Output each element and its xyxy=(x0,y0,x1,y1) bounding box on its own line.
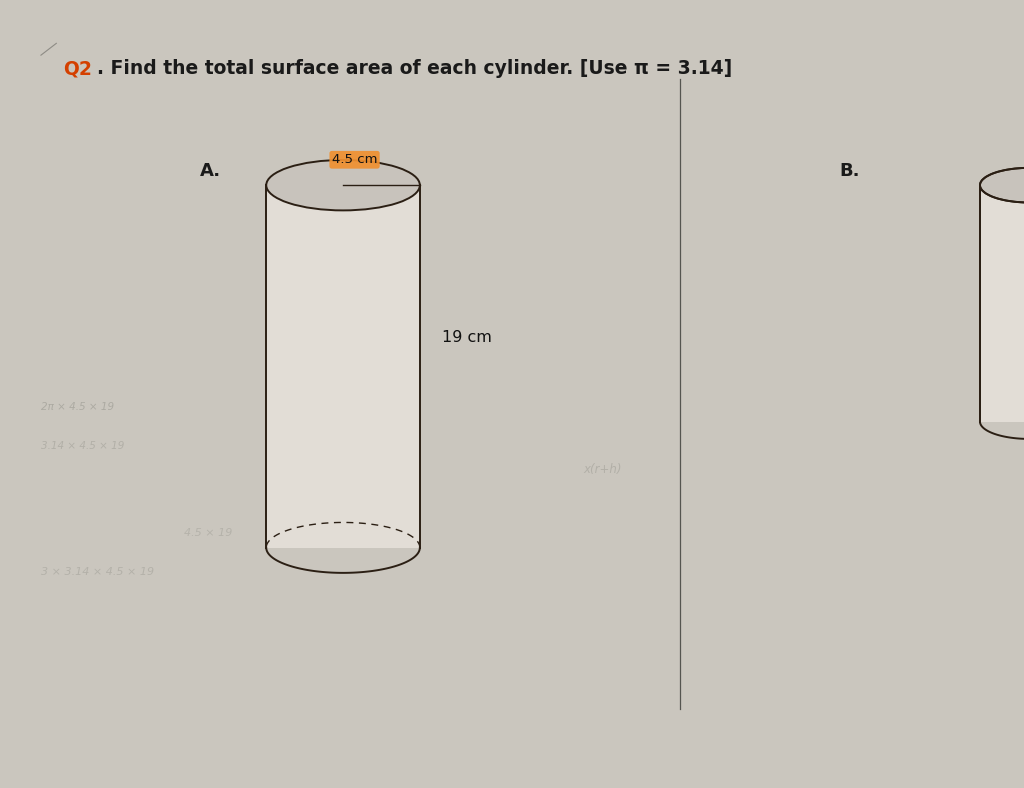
Text: A.: A. xyxy=(200,162,221,180)
Text: . Find the total surface area of each cylinder. [Use π = 3.14]: . Find the total surface area of each cy… xyxy=(97,59,732,78)
Text: 4.5 × 19: 4.5 × 19 xyxy=(184,528,232,538)
Text: 3 × 3.14 × 4.5 × 19: 3 × 3.14 × 4.5 × 19 xyxy=(41,567,154,578)
Text: 19 cm: 19 cm xyxy=(442,330,493,345)
Polygon shape xyxy=(266,185,420,548)
Text: 4.5 cm: 4.5 cm xyxy=(332,154,377,166)
Text: Q2: Q2 xyxy=(63,59,92,78)
Ellipse shape xyxy=(980,168,1024,203)
Ellipse shape xyxy=(266,160,420,210)
Text: 2π × 4.5 × 19: 2π × 4.5 × 19 xyxy=(41,402,114,412)
Polygon shape xyxy=(980,185,1024,422)
Text: 3.14 × 4.5 × 19: 3.14 × 4.5 × 19 xyxy=(41,441,124,452)
Text: x(r+h): x(r+h) xyxy=(584,463,623,476)
Text: B.: B. xyxy=(840,162,860,180)
